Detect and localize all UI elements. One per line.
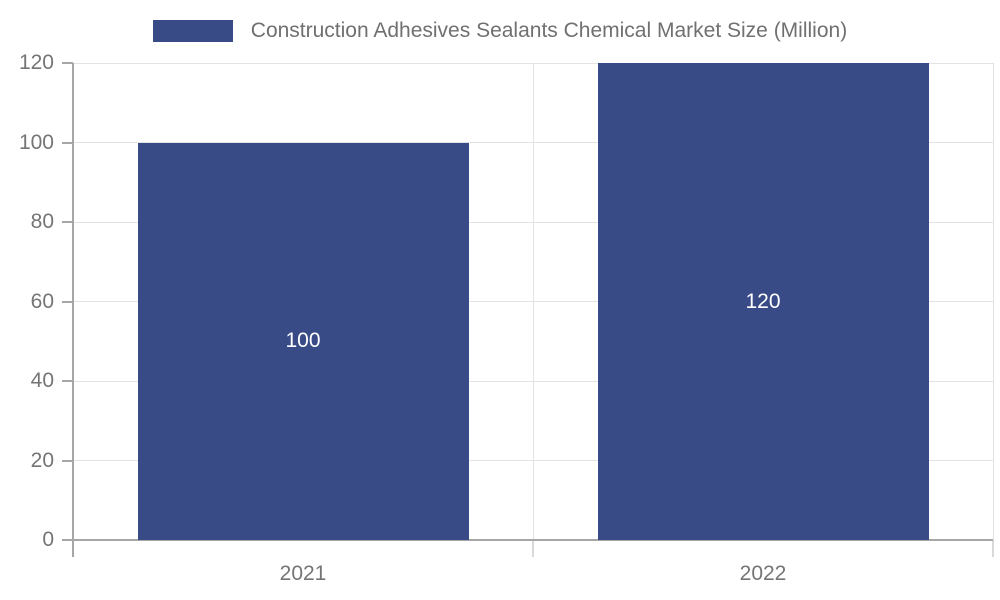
y-tick-label: 40 (30, 369, 54, 392)
y-axis-tick (62, 141, 73, 144)
legend-label: Construction Adhesives Sealants Chemical… (250, 19, 848, 42)
x-axis-line (72, 539, 993, 541)
bar-2022[interactable]: 120 (597, 63, 929, 540)
bar-value-label: 100 (285, 329, 321, 353)
bar-2021[interactable]: 100 (137, 142, 469, 540)
y-axis-tick (62, 62, 73, 64)
y-axis-tick (62, 539, 73, 541)
x-axis-tick (532, 540, 534, 557)
y-axis-line (72, 63, 74, 540)
legend-swatch-icon (152, 20, 233, 42)
y-tick-label: 80 (30, 210, 54, 233)
gridline (532, 63, 534, 540)
y-axis-tick (62, 300, 73, 303)
y-tick-label: 20 (30, 448, 54, 472)
gridline (992, 63, 994, 540)
y-tick-label: 60 (30, 289, 54, 313)
y-tick-label: 0 (42, 528, 54, 551)
y-axis-tick (62, 459, 73, 462)
y-tick-label: 100 (18, 130, 54, 154)
legend-item[interactable]: Construction Adhesives Sealants Chemical… (0, 18, 1000, 44)
y-tick-label: 120 (18, 51, 54, 74)
bar-value-label: 120 (745, 289, 781, 313)
y-axis-tick (62, 221, 73, 223)
x-axis-tick (72, 540, 74, 557)
y-axis-tick (62, 380, 73, 382)
x-tick-label: 2021 (279, 562, 327, 585)
x-axis-tick (992, 540, 994, 557)
x-tick-label: 2022 (739, 562, 787, 585)
